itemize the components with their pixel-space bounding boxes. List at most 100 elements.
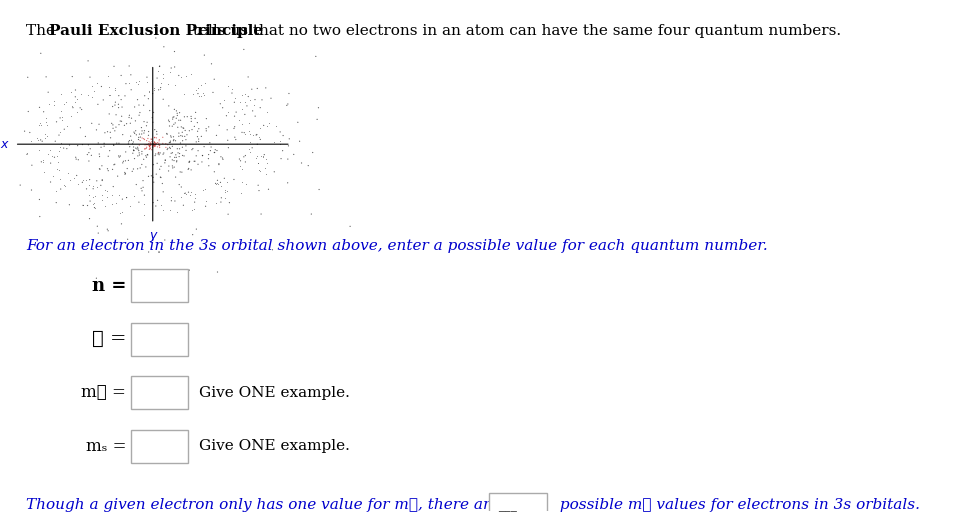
Point: [249, 130, 265, 139]
Point: [93, 143, 109, 151]
Point: [100, 152, 116, 160]
Point: [153, 162, 168, 170]
Point: [157, 236, 172, 244]
Point: [99, 165, 115, 173]
Point: [49, 118, 64, 126]
Point: [191, 147, 206, 155]
Point: [162, 68, 178, 76]
Point: [242, 129, 258, 138]
Point: [134, 187, 150, 195]
Point: [177, 189, 193, 197]
Point: [236, 45, 252, 54]
Point: [20, 73, 36, 81]
Point: [59, 145, 75, 153]
Point: [177, 126, 193, 134]
Point: [220, 210, 235, 218]
Point: [202, 139, 218, 147]
Point: [149, 140, 164, 148]
Point: [259, 122, 274, 130]
Point: [173, 193, 189, 201]
Point: [86, 184, 101, 193]
Point: [90, 222, 105, 230]
Point: [131, 77, 147, 85]
Point: [136, 199, 152, 208]
Point: [145, 143, 161, 151]
Text: mℓ =: mℓ =: [82, 384, 126, 401]
Point: [252, 104, 268, 112]
Point: [239, 102, 255, 110]
Point: [121, 140, 136, 148]
Point: [143, 141, 159, 149]
Point: [50, 165, 65, 173]
Point: [107, 160, 123, 168]
Point: [104, 119, 120, 128]
Point: [84, 82, 99, 91]
Point: [252, 167, 268, 176]
Point: [24, 161, 40, 169]
Point: [210, 180, 226, 188]
Point: [198, 197, 214, 205]
Point: [222, 198, 237, 207]
Point: [35, 156, 51, 164]
Point: [113, 117, 128, 125]
Point: [225, 85, 240, 93]
Point: [109, 199, 125, 207]
Point: [126, 165, 141, 173]
Point: [151, 140, 166, 148]
Point: [191, 160, 206, 168]
Point: [79, 185, 94, 193]
Point: [34, 137, 50, 145]
Point: [141, 172, 157, 180]
Point: [43, 159, 58, 167]
Text: tells us that no two electrons in an atom can have the same four quantum numbers: tells us that no two electrons in an ato…: [188, 24, 842, 38]
Point: [96, 142, 112, 150]
Point: [237, 151, 253, 160]
Point: [137, 92, 153, 100]
Point: [131, 133, 147, 142]
Point: [87, 203, 102, 212]
Point: [177, 113, 193, 121]
Point: [183, 112, 198, 121]
Point: [211, 161, 227, 169]
Point: [191, 138, 206, 146]
Point: [147, 133, 162, 142]
Point: [207, 148, 223, 157]
Point: [190, 127, 205, 135]
Point: [53, 143, 68, 151]
Point: [152, 136, 167, 145]
Point: [68, 153, 84, 161]
Point: [187, 190, 202, 198]
Point: [308, 53, 324, 61]
Point: [109, 139, 125, 147]
Point: [162, 117, 177, 126]
Point: [54, 107, 69, 115]
Point: [195, 151, 210, 160]
Point: [90, 183, 105, 191]
Point: [215, 154, 231, 162]
Point: [111, 139, 126, 147]
Point: [142, 144, 158, 152]
Point: [138, 141, 154, 149]
Point: [208, 131, 224, 140]
Point: [169, 157, 185, 165]
Point: [163, 197, 179, 205]
Point: [153, 173, 168, 181]
Point: [143, 141, 159, 149]
Point: [74, 106, 90, 114]
Point: [208, 180, 224, 188]
Point: [138, 151, 154, 160]
Point: [117, 121, 132, 129]
Point: [162, 122, 177, 130]
Point: [153, 83, 168, 92]
Point: [49, 186, 64, 195]
Point: [136, 155, 152, 163]
Text: ___: ___: [498, 499, 517, 512]
Point: [53, 175, 68, 183]
Point: [131, 146, 147, 154]
Point: [141, 131, 157, 140]
Point: [111, 104, 126, 112]
Point: [147, 141, 162, 149]
Point: [76, 176, 91, 184]
Point: [142, 107, 158, 115]
Point: [75, 201, 90, 209]
